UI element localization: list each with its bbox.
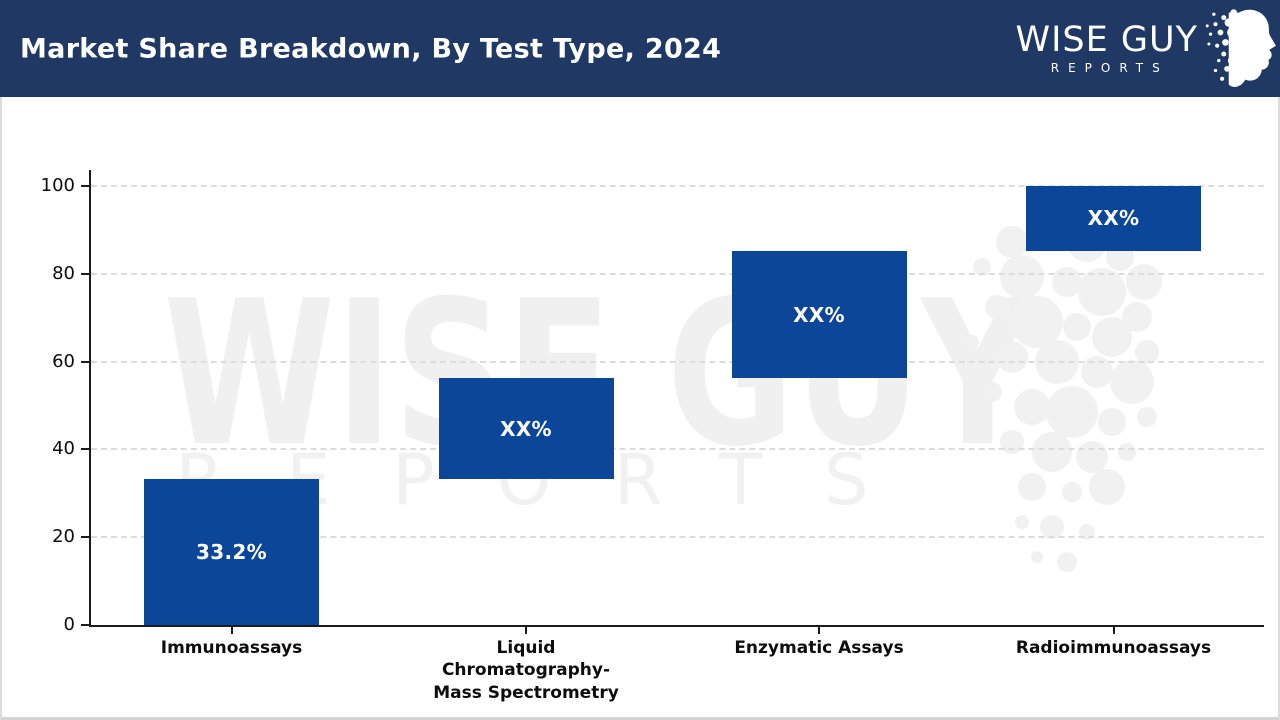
y-tick-label-40: 40 [52, 438, 75, 460]
bar-enzymatic-assays: XX% [731, 250, 907, 379]
gridline-100 [91, 185, 1264, 187]
x-category-label-line: Mass Spectrometry [433, 682, 619, 703]
bar-value-label: XX% [500, 416, 552, 441]
logo-head-icon [1205, 9, 1276, 87]
y-tick-label-80: 80 [52, 262, 75, 284]
y-tick-mark-0 [81, 624, 89, 626]
y-tick-mark-80 [81, 272, 89, 275]
plot: 0 20 40 60 80 100 33.2% XX% XX% XX% Immunoassays Li… [2, 97, 1278, 717]
gridline-40 [91, 448, 1264, 451]
gridline-80 [91, 272, 1264, 275]
y-tick-mark-100 [81, 185, 89, 187]
chart-area: WISE GUY REPORTS 0 20 40 60 80 100 33.2% XX% XX%… [0, 97, 1280, 720]
x-category-label-line: Radioimmunoassays [1015, 638, 1212, 658]
x-category-label-line: Liquid [496, 638, 556, 658]
x-tick-mark-liquid-chromatography-mass-spectrometry [525, 627, 527, 634]
logo-text: WISE GUY REPORTS [1015, 20, 1198, 76]
header-bar: Market Share Breakdown, By Test Type, 20… [0, 0, 1280, 97]
logo-wordmark: WISE GUY [1015, 20, 1198, 60]
x-category-label-immunoassays: Immunoassays [87, 637, 377, 659]
x-category-label-line: Chromatography- [441, 660, 611, 681]
watermark-head-icon [965, 222, 1162, 572]
x-category-label-line: Immunoassays [160, 638, 303, 658]
y-tick-label-20: 20 [52, 526, 75, 548]
wiseguy-logo: WISE GUY REPORTS [1015, 5, 1280, 93]
bar-liquid-chromatography-mass-spectrometry: XX% [438, 378, 614, 480]
logo-subtext: REPORTS [1050, 61, 1169, 75]
y-tick-mark-40 [81, 448, 89, 451]
y-tick-label-0: 0 [63, 614, 75, 635]
bar-immunoassays: 33.2% [144, 479, 319, 625]
bar-value-label: XX% [1087, 206, 1140, 231]
x-category-label-line: Enzymatic Assays [734, 638, 904, 658]
x-tick-mark-immunoassays [230, 627, 233, 634]
x-category-label-liquid-chromatography-mass-spectrometry: Liquid Chromatography- Mass Spectrometry [381, 637, 671, 704]
chart-title: Market Share Breakdown, By Test Type, 20… [20, 33, 722, 64]
x-tick-mark-enzymatic-assays [818, 627, 820, 634]
bar-radioimmunoassays: XX% [1026, 186, 1201, 251]
y-tick-mark-60 [81, 360, 89, 363]
y-tick-label-100: 100 [40, 175, 75, 196]
y-tick-mark-20 [81, 536, 89, 539]
gridline-60 [91, 360, 1264, 363]
x-tick-mark-radioimmunoassays [1112, 627, 1115, 634]
x-axis [89, 625, 1264, 627]
x-category-label-radioimmunoassays: Radioimmunoassays [969, 637, 1259, 659]
gridline-20 [91, 536, 1264, 539]
y-tick-label-60: 60 [52, 350, 75, 372]
bar-value-label: 33.2% [196, 540, 267, 565]
y-axis [89, 170, 91, 627]
bar-value-label: XX% [793, 302, 845, 327]
x-category-label-enzymatic-assays: Enzymatic Assays [674, 637, 964, 659]
